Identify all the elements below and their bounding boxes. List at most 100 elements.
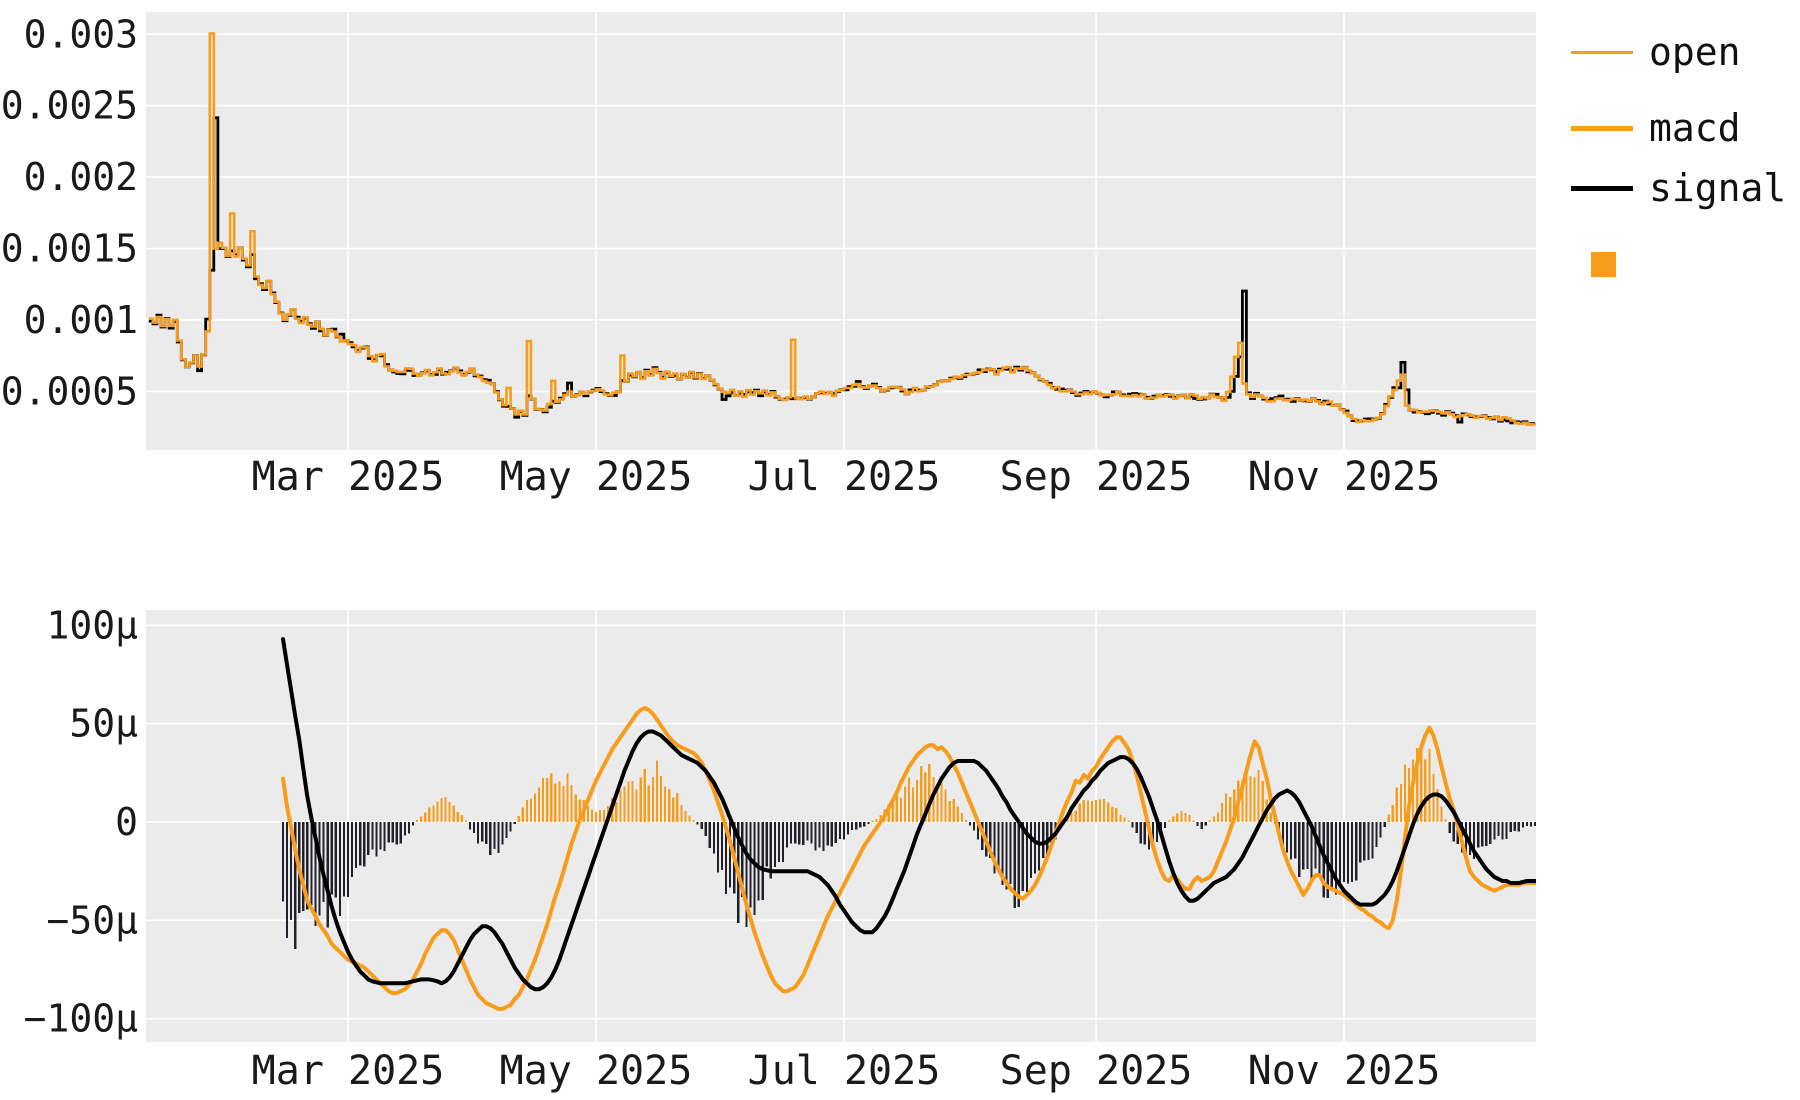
histogram-bar-negative [761, 822, 764, 900]
histogram-bar-negative [391, 822, 394, 843]
histogram-bar-positive [895, 793, 898, 822]
histogram-bar-negative [1525, 822, 1528, 827]
histogram-bar-negative [749, 822, 752, 908]
histogram-bar-positive [1233, 789, 1236, 822]
histogram-bar-positive [538, 787, 541, 822]
histogram-bar-negative [1281, 822, 1285, 848]
histogram-bar-negative [1501, 822, 1504, 840]
histogram-bar-positive [1188, 814, 1191, 822]
histogram-bar-negative [1493, 822, 1496, 840]
histogram-bar-negative [1306, 822, 1309, 869]
histogram-bar-negative [1477, 822, 1480, 848]
histogram-bar-negative [1139, 822, 1142, 844]
histogram-bar-negative [1131, 822, 1134, 828]
histogram-bar-negative [814, 822, 817, 851]
histogram-bar-negative [822, 822, 825, 852]
histogram-bar-positive [684, 810, 687, 822]
histogram-bar-negative [1342, 822, 1346, 882]
histogram-bar-negative [1033, 822, 1037, 874]
histogram-bar-positive [688, 815, 691, 822]
histogram-bar-positive [623, 786, 626, 822]
histogram-bar-negative [786, 822, 789, 848]
histogram-bar-negative [777, 822, 780, 863]
histogram-bar-negative [700, 822, 703, 830]
histogram-bar-positive [1168, 820, 1171, 822]
histogram-bar-positive [639, 777, 642, 822]
histogram-bar-positive [1180, 811, 1183, 822]
histogram-bar-positive [603, 809, 606, 822]
histogram-bar-negative [371, 822, 374, 850]
histogram-bar-negative [363, 822, 366, 867]
histogram-bar-negative [977, 822, 980, 840]
histogram-bar-positive [1208, 820, 1211, 822]
histogram-bar-positive [456, 811, 459, 822]
histogram-bar-negative [1017, 822, 1020, 907]
histogram-bar-positive [912, 787, 915, 822]
histogram-bar-negative [704, 822, 707, 837]
histogram-bar-negative [802, 822, 805, 845]
histogram-bar-positive [1261, 780, 1264, 822]
histogram-bar-negative [1505, 822, 1508, 839]
histogram-bar-negative [1314, 822, 1317, 869]
histogram-bar-negative [290, 822, 293, 921]
histogram-bar-negative [712, 822, 715, 854]
histogram-bar-negative [1286, 822, 1289, 853]
macd-ytick-label: −50µ [46, 898, 138, 942]
histogram-bar-negative [1468, 822, 1472, 855]
histogram-bar-negative [1298, 822, 1301, 877]
histogram-bar-positive [1123, 817, 1126, 822]
histogram-bar-negative [497, 822, 500, 854]
histogram-bar-negative [355, 822, 358, 869]
macd-xtick-label: Sep 2025 [1000, 1048, 1193, 1094]
histogram-bar-positive [432, 805, 435, 822]
histogram-bar-positive [1444, 819, 1447, 822]
histogram-bar-negative [1302, 822, 1305, 870]
histogram-bar-negative [1509, 822, 1512, 832]
histogram-bar-negative [1330, 822, 1333, 890]
price-xtick-label: Sep 2025 [1000, 454, 1193, 500]
histogram-bar-positive [424, 812, 427, 822]
histogram-bar-negative [1359, 822, 1362, 863]
macd-xtick-label: Nov 2025 [1248, 1048, 1441, 1094]
histogram-bar-positive [1115, 807, 1118, 822]
histogram-bar-positive [920, 766, 923, 822]
histogram-bar-positive [1127, 820, 1130, 822]
histogram-bar-negative [993, 822, 996, 874]
legend-label-signal: signal [1649, 166, 1787, 210]
histogram-bar-negative [379, 822, 382, 850]
histogram-bar-negative [314, 822, 317, 926]
histogram-bar-negative [1529, 822, 1533, 827]
histogram-bar-positive [529, 798, 532, 822]
histogram-bar-negative [989, 822, 992, 859]
histogram-bar-negative [1001, 822, 1004, 885]
histogram-bar-positive [875, 818, 878, 822]
histogram-bar-positive [590, 809, 593, 822]
histogram-bar-positive [570, 785, 573, 822]
histogram-bar-positive [655, 760, 659, 822]
histogram-bar-negative [725, 822, 728, 895]
histogram-bar-positive [680, 804, 683, 822]
histogram-bar-negative [1334, 822, 1337, 895]
histogram-bar-positive [1176, 813, 1179, 822]
legend-swatch-histogram-square-icon [1591, 251, 1616, 277]
legend-item-open: open [1571, 30, 1741, 74]
histogram-bar-positive [964, 820, 967, 822]
histogram-bar-negative [1196, 822, 1199, 827]
histogram-bar-negative [1155, 822, 1159, 842]
histogram-bar-negative [326, 822, 329, 928]
histogram-bar-negative [1200, 822, 1203, 830]
histogram-bar-positive [1107, 802, 1110, 822]
histogram-bar-positive [428, 807, 431, 822]
histogram-bar-positive [1111, 806, 1114, 822]
histogram-bar-positive [936, 787, 939, 822]
histogram-bar-negative [342, 822, 345, 897]
macd-ytick-label: 50µ [69, 702, 138, 746]
histogram-bar-positive [664, 786, 667, 822]
histogram-bar-positive [1424, 759, 1427, 822]
histogram-bar-positive [554, 783, 557, 822]
price-panel-bg [146, 12, 1536, 450]
histogram-bar-negative [830, 822, 833, 847]
histogram-bar-negative [375, 822, 378, 857]
histogram-bar-negative [720, 822, 724, 870]
histogram-bar-positive [668, 788, 671, 822]
